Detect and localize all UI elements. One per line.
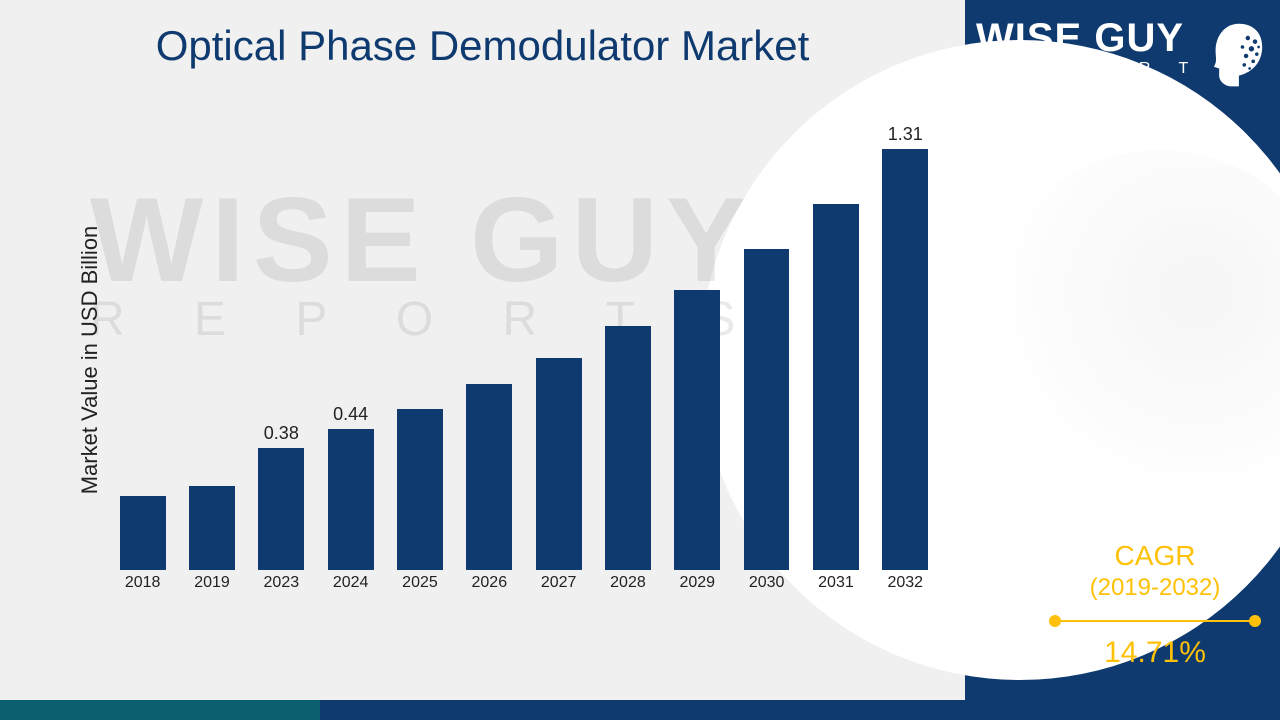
x-tick-label: 2030	[732, 574, 801, 600]
bar-slot	[593, 120, 662, 570]
plot-area: 0.380.44 1.31	[108, 120, 940, 570]
x-axis-labels: 2018201920232024202520262027202820292030…	[108, 574, 940, 600]
logo-sub-text: R E P O R T S	[980, 60, 1204, 96]
bar-slot: 0.38	[247, 120, 316, 570]
bottom-accent	[0, 700, 320, 720]
x-tick-label: 2023	[247, 574, 316, 600]
bar-slot	[801, 120, 870, 570]
y-axis-label: Market Value in USD Billion	[77, 226, 103, 495]
cagr-callout: CAGR (2019-2032) 14.71%	[1030, 540, 1280, 670]
chart-title: Optical Phase Demodulator Market	[0, 22, 965, 70]
main-panel: Optical Phase Demodulator Market WISE GU…	[0, 0, 965, 700]
cagr-value: 14.71%	[1030, 636, 1280, 670]
x-tick-label: 2019	[177, 574, 246, 600]
cagr-range: (2019-2032)	[1030, 574, 1280, 602]
x-tick-label: 2018	[108, 574, 177, 600]
bar	[328, 429, 374, 570]
bars-container: 0.380.44 1.31	[108, 120, 940, 570]
bar-slot	[524, 120, 593, 570]
bar	[189, 486, 235, 570]
bar-slot: 0.44	[316, 120, 385, 570]
bar-slot	[732, 120, 801, 570]
bar-value-label: 1.31	[871, 124, 940, 145]
x-tick-label: 2029	[663, 574, 732, 600]
report-infographic: Optical Phase Demodulator Market WISE GU…	[0, 0, 1280, 720]
bar-value-label: 0.44	[316, 404, 385, 425]
bar	[536, 358, 582, 570]
x-tick-label: 2026	[455, 574, 524, 600]
bar-slot	[663, 120, 732, 570]
bar-slot	[108, 120, 177, 570]
bar-slot	[177, 120, 246, 570]
brand-logo: WISE GUY R E P O R T S	[976, 18, 1266, 96]
x-tick-label: 2028	[593, 574, 662, 600]
cagr-divider	[1055, 620, 1255, 622]
head-icon	[1212, 18, 1266, 93]
x-tick-label: 2031	[801, 574, 870, 600]
logo-main-text: WISE GUY	[976, 18, 1204, 58]
x-tick-label: 2032	[871, 574, 940, 600]
bar-slot: 1.31	[871, 120, 940, 570]
bar-chart: Market Value in USD Billion 0.380.44 1.31…	[60, 120, 940, 600]
bar	[120, 496, 166, 570]
bar	[258, 448, 304, 570]
bar	[674, 290, 720, 570]
bar-value-label: 0.38	[247, 423, 316, 444]
x-tick-label: 2024	[316, 574, 385, 600]
bar-slot	[385, 120, 454, 570]
bar	[466, 384, 512, 570]
bar	[744, 249, 790, 570]
x-tick-label: 2025	[385, 574, 454, 600]
x-tick-label: 2027	[524, 574, 593, 600]
cagr-label: CAGR	[1030, 540, 1280, 572]
bar	[882, 149, 928, 570]
bar	[605, 326, 651, 570]
bar	[813, 204, 859, 570]
bar-slot	[455, 120, 524, 570]
bar	[397, 409, 443, 570]
